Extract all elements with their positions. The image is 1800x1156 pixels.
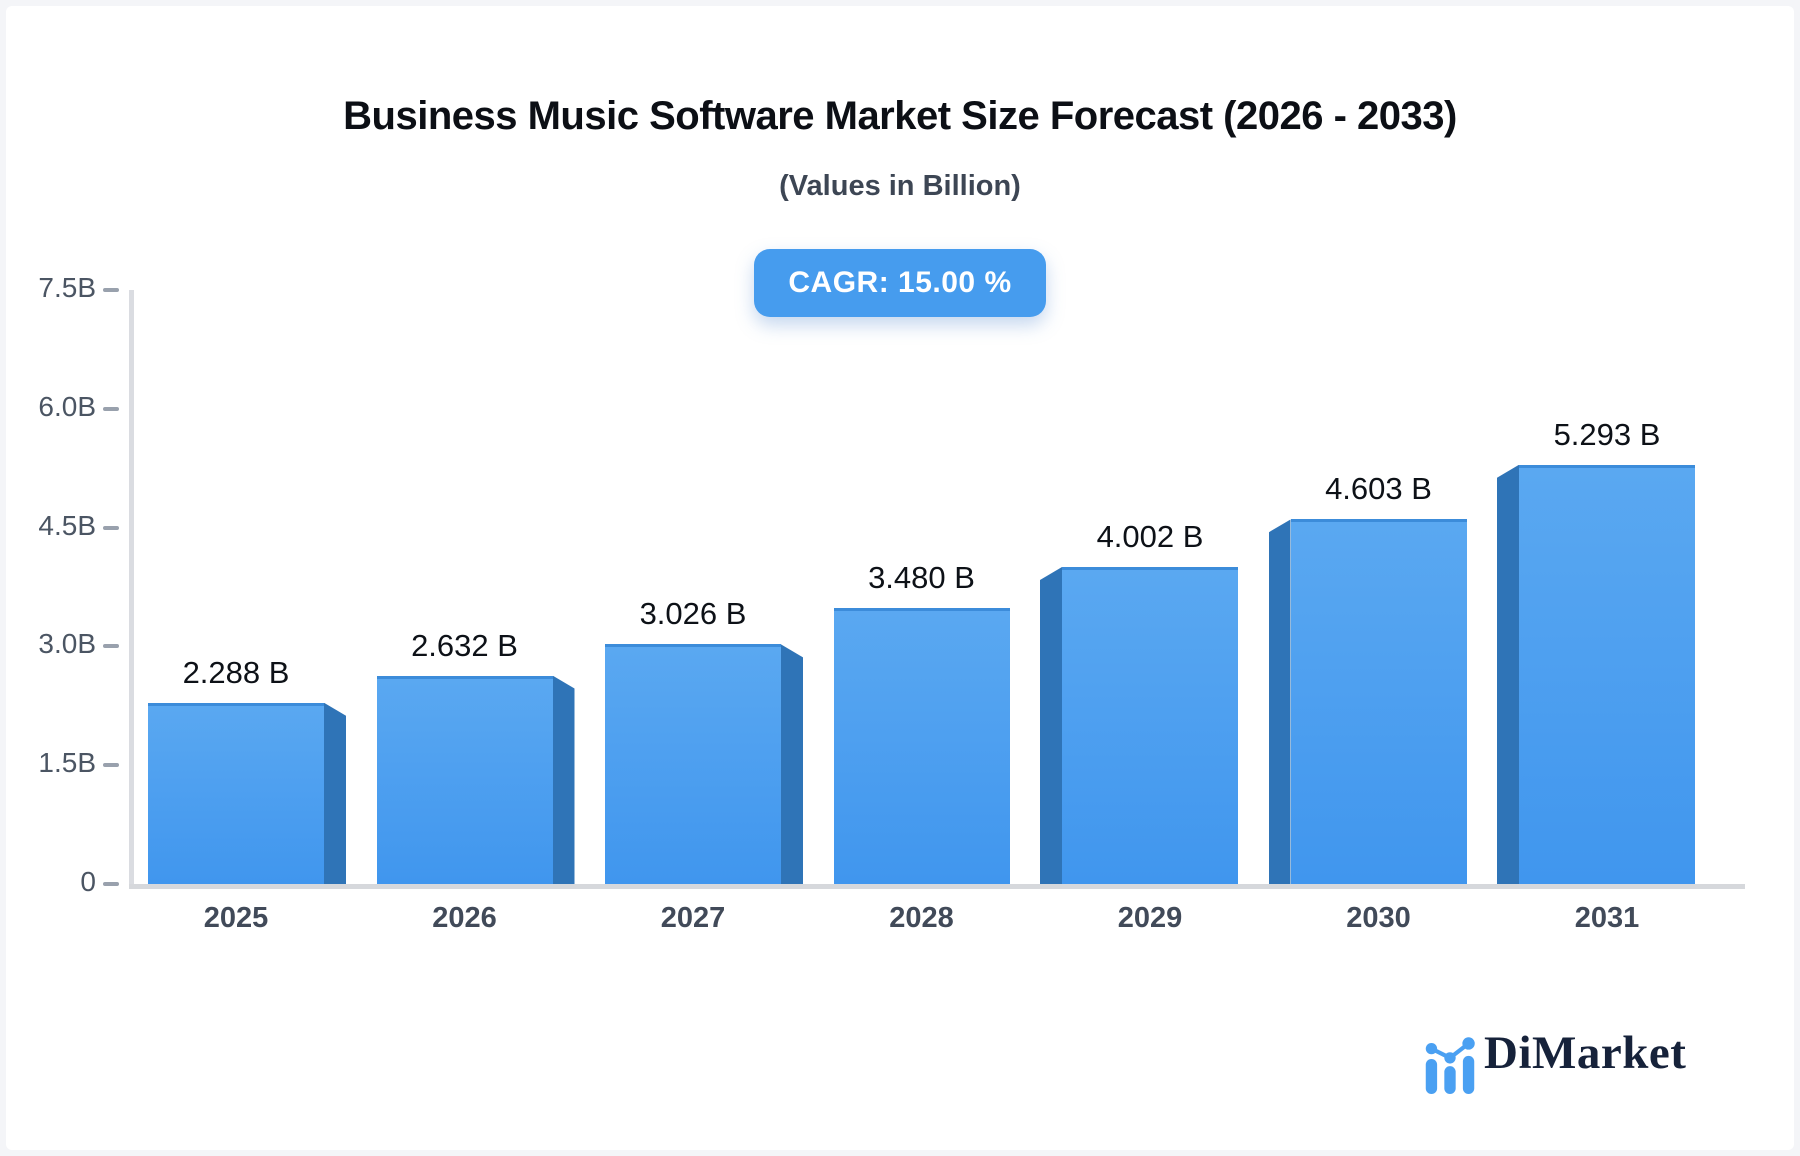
x-tick-label-2031: 2031: [1574, 902, 1640, 934]
cagr-badge: CAGR: 15.00 %: [754, 249, 1046, 317]
bar-2026[interactable]: [376, 675, 553, 884]
x-tick-label-2027: 2027: [660, 902, 726, 934]
y-tick-label-1.5B: 1.5B: [38, 747, 96, 779]
bar-value-label-2028: 3.480 B: [868, 560, 975, 596]
x-tick-label-2028: 2028: [889, 902, 954, 934]
bar-value-label-2026: 2.632 B: [411, 627, 518, 663]
y-tick-dash-4.5B: [103, 525, 119, 530]
bar-value-label-2027: 3.026 B: [639, 596, 747, 632]
y-tick-dash-7.5B: [103, 288, 119, 292]
y-tick-dash-1.5B: [103, 763, 119, 768]
bar-value-label-2031: 5.293 B: [1553, 416, 1661, 452]
y-axis-line: [129, 290, 134, 889]
y-tick-label-3.0B: 3.0B: [38, 628, 96, 660]
chart-title: Business Music Software Market Size Fore…: [343, 94, 1457, 138]
chart-subtitle: (Values in Billion): [779, 170, 1021, 202]
dimarket-logo-text: DiMarket: [1484, 1027, 1687, 1079]
chart-card: [6, 6, 1794, 1150]
x-tick-label-2026: 2026: [432, 902, 497, 934]
bar-2025[interactable]: [148, 702, 324, 884]
bar-value-label-2025: 2.288 B: [182, 654, 290, 690]
x-tick-label-2029: 2029: [1117, 902, 1183, 934]
bar-side-2029: [1040, 567, 1062, 884]
bar-2029[interactable]: [1062, 567, 1238, 884]
cagr-badge-row: CAGR: 15.00 %: [0, 249, 1800, 317]
x-axis-line: [129, 884, 1745, 889]
bar-line-chart-icon: [1425, 1037, 1475, 1094]
y-tick-label-6.0B: 6.0B: [38, 390, 96, 422]
bar-2031[interactable]: [1519, 464, 1695, 884]
bar-value-label-2029: 4.002 B: [1096, 519, 1204, 555]
bar-2028[interactable]: [833, 608, 1010, 884]
dimarket-logo[interactable]: DiMarket: [1424, 1026, 1704, 1096]
y-tick-label-0: 0: [80, 866, 96, 897]
bar-side-2026: [552, 675, 575, 884]
x-tick-label-2030: 2030: [1346, 902, 1411, 934]
bar-side-2025: [324, 702, 346, 884]
x-tick-label-2025: 2025: [203, 902, 269, 934]
bar-2030[interactable]: [1290, 519, 1467, 884]
bar-side-2027: [781, 644, 803, 884]
bar-2027[interactable]: [605, 644, 781, 884]
y-tick-dash-0: [103, 882, 119, 886]
y-tick-dash-3.0B: [103, 644, 119, 649]
bar-side-2031: [1497, 464, 1519, 884]
bar-side-2030: [1268, 519, 1291, 884]
y-tick-dash-6.0B: [103, 406, 119, 411]
y-tick-label-7.5B: 7.5B: [38, 272, 96, 303]
y-tick-label-4.5B: 4.5B: [38, 509, 96, 541]
bar-value-label-2030: 4.603 B: [1325, 471, 1432, 507]
